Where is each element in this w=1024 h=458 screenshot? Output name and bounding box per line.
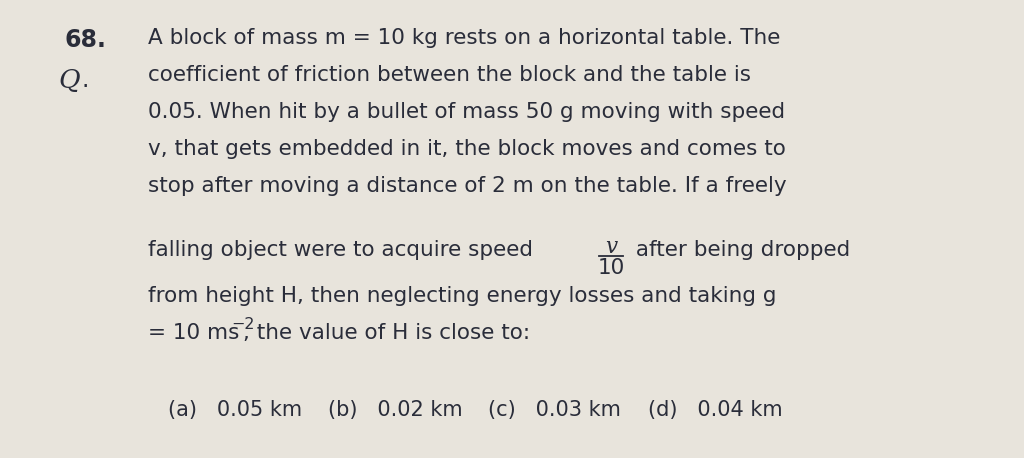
Text: falling object were to acquire speed: falling object were to acquire speed (148, 240, 540, 260)
Text: A block of mass m = 10 kg rests on a horizontal table. The: A block of mass m = 10 kg rests on a hor… (148, 28, 780, 48)
Text: coefficient of friction between the block and the table is: coefficient of friction between the bloc… (148, 65, 751, 85)
Text: stop after moving a distance of 2 m on the table. If a freely: stop after moving a distance of 2 m on t… (148, 176, 786, 196)
Text: 0.05. When hit by a bullet of mass 50 g moving with speed: 0.05. When hit by a bullet of mass 50 g … (148, 102, 785, 122)
Text: (a)   0.05 km: (a) 0.05 km (168, 400, 302, 420)
Text: v, that gets embedded in it, the block moves and comes to: v, that gets embedded in it, the block m… (148, 139, 785, 159)
Text: (b)   0.02 km: (b) 0.02 km (328, 400, 463, 420)
Text: .: . (82, 68, 89, 92)
Text: v: v (605, 236, 617, 258)
Text: (d)   0.04 km: (d) 0.04 km (648, 400, 782, 420)
Text: after being dropped: after being dropped (629, 240, 850, 260)
Text: from height H, then neglecting energy losses and taking g: from height H, then neglecting energy lo… (148, 286, 776, 306)
Text: Q: Q (58, 68, 80, 93)
Text: (c)   0.03 km: (c) 0.03 km (488, 400, 621, 420)
Text: −2: −2 (231, 317, 255, 332)
Text: 10: 10 (597, 258, 625, 278)
Text: 68.: 68. (65, 28, 106, 52)
Text: = 10 ms: = 10 ms (148, 323, 240, 343)
Text: , the value of H is close to:: , the value of H is close to: (243, 323, 530, 343)
